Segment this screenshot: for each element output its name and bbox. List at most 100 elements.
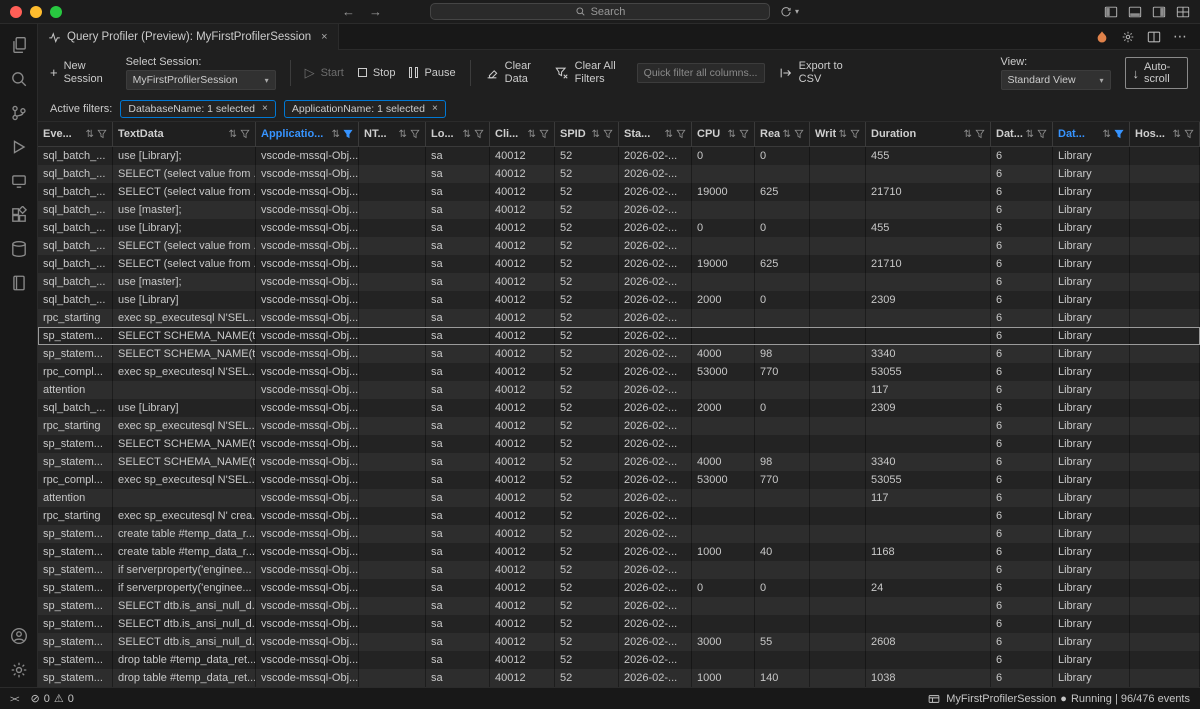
filter-chip-databasename[interactable]: DatabaseName: 1 selected ×: [120, 99, 276, 118]
sort-icon[interactable]: ⇅: [331, 128, 340, 140]
start-button[interactable]: ▷ Start: [305, 65, 344, 81]
filter-icon[interactable]: [240, 129, 250, 139]
minimize-window-button[interactable]: [30, 6, 42, 18]
account-icon[interactable]: [0, 619, 38, 653]
filter-icon[interactable]: [1184, 129, 1194, 139]
column-header-databaseid[interactable]: Dat... ⇅: [991, 122, 1053, 146]
column-header-textdata[interactable]: TextData ⇅: [113, 122, 256, 146]
table-row[interactable]: sp_statem... SELECT SCHEMA_NAME(t... vscod…: [38, 345, 1200, 363]
extensions-icon[interactable]: [0, 198, 38, 232]
column-header-ntusername[interactable]: NT... ⇅: [359, 122, 426, 146]
customize-layout-icon[interactable]: [1176, 5, 1190, 19]
filter-icon[interactable]: [97, 129, 107, 139]
quick-filter-input[interactable]: [636, 63, 765, 83]
table-row[interactable]: rpc_starting exec sp_executesql N'SEL... v…: [38, 309, 1200, 327]
sort-icon[interactable]: ⇅: [462, 128, 471, 140]
table-row[interactable]: sql_batch_... use [master]; vscode-mssql-O…: [38, 273, 1200, 291]
sort-icon[interactable]: ⇅: [782, 128, 791, 140]
column-header-hostname[interactable]: Hos... ⇅: [1130, 122, 1200, 146]
sort-icon[interactable]: ⇅: [85, 128, 94, 140]
source-control-icon[interactable]: [0, 96, 38, 130]
table-row[interactable]: sp_statem... SELECT SCHEMA_NAME(t... vscod…: [38, 435, 1200, 453]
filter-icon[interactable]: [1114, 129, 1124, 139]
table-row[interactable]: sp_statem... if serverproperty('enginee..…: [38, 561, 1200, 579]
sort-icon[interactable]: ⇅: [1025, 128, 1034, 140]
split-editor-icon[interactable]: [1147, 30, 1161, 44]
column-header-databasename[interactable]: Dat... ⇅: [1053, 122, 1130, 146]
table-row[interactable]: attention vscode-mssql-Obj... sa 40012 52 202…: [38, 381, 1200, 399]
table-row[interactable]: rpc_compl... exec sp_executesql N'SEL... v…: [38, 363, 1200, 381]
explorer-icon[interactable]: [0, 28, 38, 62]
filter-icon[interactable]: [539, 129, 549, 139]
more-actions-icon[interactable]: ⋯: [1173, 28, 1188, 44]
table-row[interactable]: sql_batch_... use [Library]; vscode-mssql-…: [38, 219, 1200, 237]
flame-icon[interactable]: [1095, 30, 1109, 44]
column-header-spid[interactable]: SPID ⇅: [555, 122, 619, 146]
table-row[interactable]: sql_batch_... use [Library]; vscode-mssql-…: [38, 147, 1200, 165]
sort-icon[interactable]: ⇅: [727, 128, 736, 140]
filter-chip-applicationname[interactable]: ApplicationName: 1 selected ×: [283, 99, 446, 118]
close-tab-icon[interactable]: ×: [321, 31, 328, 43]
table-row[interactable]: attention vscode-mssql-Obj... sa 40012 52 202…: [38, 489, 1200, 507]
filter-icon[interactable]: [343, 129, 353, 139]
table-row[interactable]: sp_statem... SELECT dtb.is_ansi_null_d...…: [38, 633, 1200, 651]
sort-icon[interactable]: ⇅: [228, 128, 237, 140]
clear-data-button[interactable]: Clear Data: [485, 60, 541, 85]
remove-filter-icon[interactable]: ×: [431, 103, 438, 114]
sort-icon[interactable]: ⇅: [398, 128, 407, 140]
command-center-search[interactable]: Search: [430, 3, 770, 20]
table-row[interactable]: sp_statem... drop table #temp_data_ret...…: [38, 651, 1200, 669]
filter-icon[interactable]: [975, 129, 985, 139]
table-row[interactable]: sp_statem... SELECT dtb.is_ansi_null_d...…: [38, 615, 1200, 633]
table-row[interactable]: sql_batch_... use [Library] vscode-mssql-O…: [38, 291, 1200, 309]
remote-indicator-icon[interactable]: ><: [10, 693, 19, 704]
new-session-button[interactable]: + New Session: [50, 60, 112, 85]
column-header-eventclass[interactable]: Eve... ⇅: [38, 122, 113, 146]
sort-icon[interactable]: ⇅: [527, 128, 536, 140]
remote-explorer-icon[interactable]: [0, 164, 38, 198]
column-header-writes[interactable]: Writ...⇅: [810, 122, 866, 146]
table-row[interactable]: sql_batch_... SELECT (select value from .…: [38, 255, 1200, 273]
table-row[interactable]: sql_batch_... SELECT (select value from .…: [38, 165, 1200, 183]
table-row[interactable]: sp_statem... SELECT SCHEMA_NAME(t... vscod…: [38, 327, 1200, 345]
filter-icon[interactable]: [603, 129, 613, 139]
filter-icon[interactable]: [474, 129, 484, 139]
column-header-loginname[interactable]: Lo... ⇅: [426, 122, 490, 146]
forward-button[interactable]: →: [369, 4, 382, 19]
sort-icon[interactable]: ⇅: [591, 128, 600, 140]
pause-button[interactable]: Pause: [409, 67, 456, 80]
sync-dropdown-button[interactable]: ▾: [780, 0, 799, 23]
back-button[interactable]: ←: [342, 4, 355, 19]
table-row[interactable]: rpc_compl... exec sp_executesql N'SEL... v…: [38, 471, 1200, 489]
tab-query-profiler[interactable]: Query Profiler (Preview): MyFirstProfile…: [38, 24, 339, 50]
table-row[interactable]: sql_batch_... use [Library] vscode-mssql-O…: [38, 399, 1200, 417]
filter-icon[interactable]: [794, 129, 804, 139]
table-row[interactable]: sp_statem... SELECT SCHEMA_NAME(t... vscod…: [38, 453, 1200, 471]
table-row[interactable]: rpc_starting exec sp_executesql N'SEL... v…: [38, 417, 1200, 435]
close-window-button[interactable]: [10, 6, 22, 18]
sort-icon[interactable]: ⇅: [1102, 128, 1111, 140]
toggle-secondary-sidebar-icon[interactable]: [1152, 5, 1166, 19]
gear-icon[interactable]: [1121, 30, 1135, 44]
sort-icon[interactable]: ⇅: [1172, 128, 1181, 140]
filter-icon[interactable]: [739, 129, 749, 139]
toggle-primary-sidebar-icon[interactable]: [1104, 5, 1118, 19]
auto-scroll-button[interactable]: ↓ Auto-scroll: [1124, 57, 1188, 89]
sort-icon[interactable]: ⇅: [664, 128, 673, 140]
zoom-window-button[interactable]: [50, 6, 62, 18]
view-select[interactable]: Standard View ▾: [1000, 70, 1111, 90]
column-header-clientprocessid[interactable]: Cli... ⇅: [490, 122, 555, 146]
filter-icon[interactable]: [410, 129, 420, 139]
table-row[interactable]: sp_statem... if serverproperty('enginee..…: [38, 579, 1200, 597]
column-header-cpu[interactable]: CPU ⇅: [692, 122, 755, 146]
table-row[interactable]: sp_statem... drop table #temp_data_ret...…: [38, 669, 1200, 687]
column-header-duration[interactable]: Duration ⇅: [866, 122, 991, 146]
problems-status[interactable]: ⊘ 0 ⚠ 0: [31, 692, 74, 706]
table-row[interactable]: sql_batch_... SELECT (select value from .…: [38, 237, 1200, 255]
table-row[interactable]: sql_batch_... SELECT (select value from .…: [38, 183, 1200, 201]
toggle-panel-icon[interactable]: [1128, 5, 1142, 19]
filter-icon[interactable]: [1037, 129, 1047, 139]
table-row[interactable]: sp_statem... create table #temp_data_r...…: [38, 525, 1200, 543]
sort-icon[interactable]: ⇅: [963, 128, 972, 140]
table-row[interactable]: rpc_starting exec sp_executesql N' crea..…: [38, 507, 1200, 525]
